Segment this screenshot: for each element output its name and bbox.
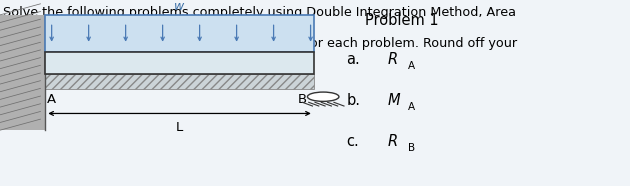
Text: Problem 1: Problem 1 [365, 13, 439, 28]
Text: b.: b. [346, 93, 360, 108]
Bar [0, 15, 45, 130]
Text: w: w [175, 0, 185, 13]
Text: L: L [176, 121, 183, 134]
Text: Solve the following problems completely using Double Integration Method, Area: Solve the following problems completely … [3, 6, 516, 19]
Text: answers to 3 decimal places.: answers to 3 decimal places. [3, 69, 189, 82]
Text: B: B [298, 93, 307, 106]
Circle shape [307, 92, 339, 101]
Text: M: M [387, 93, 400, 108]
Bar [45, 15, 314, 52]
Text: c.: c. [346, 134, 359, 149]
Text: a.: a. [346, 52, 360, 67]
Text: B: B [408, 143, 415, 153]
Text: R: R [387, 52, 398, 67]
Text: R: R [387, 134, 398, 149]
Bar [45, 52, 314, 74]
Text: A: A [47, 93, 55, 106]
Text: A: A [408, 61, 415, 71]
Text: moment method and Conjugate beam method for each problem. Round off your: moment method and Conjugate beam method … [3, 37, 517, 50]
Text: A: A [408, 102, 415, 112]
Bar [45, 74, 314, 89]
